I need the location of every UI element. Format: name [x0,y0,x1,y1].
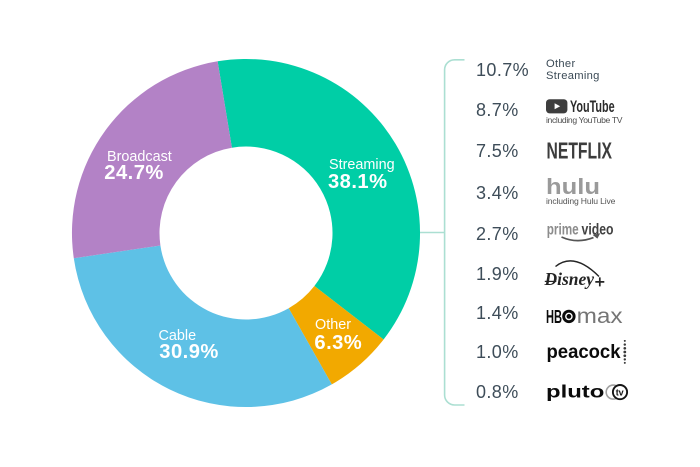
svg-text:peacock: peacock [547,341,621,363]
svg-text:prime: prime [547,222,579,239]
svg-text:hulu: hulu [546,175,600,195]
svg-text:Disney: Disney [544,269,594,289]
svg-text:YouTube: YouTube [570,99,615,114]
svg-text:tv: tv [616,387,624,397]
svg-text:pluto: pluto [546,382,605,402]
svg-text:video: video [582,222,614,239]
svg-text:NETFLIX: NETFLIX [547,141,613,160]
svg-text:max: max [577,308,624,325]
svg-text:HB: HB [546,308,562,325]
